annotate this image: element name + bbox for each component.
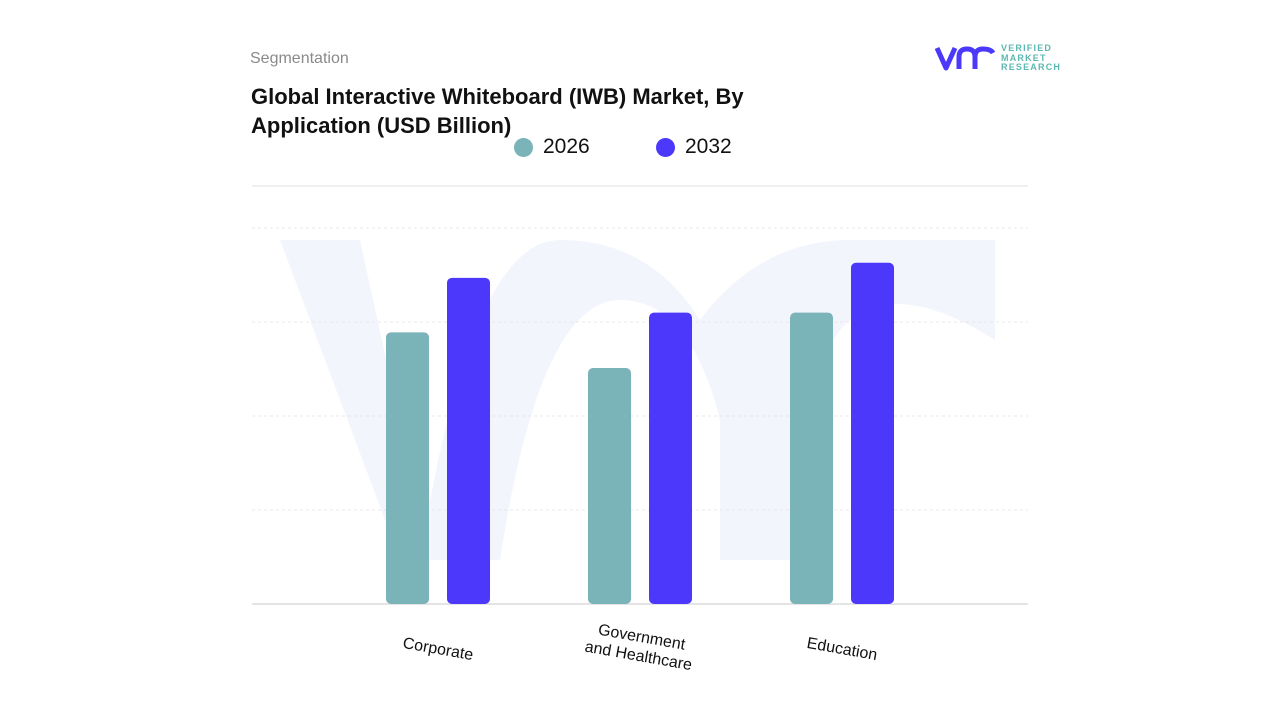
bar-2026-education xyxy=(790,312,833,604)
legend-item-2026: 2026 xyxy=(514,135,590,159)
vmr-logo: VERIFIED MARKET RESEARCH xyxy=(935,43,1062,73)
bar-2032-government-and-healthcare xyxy=(649,312,692,604)
chart-title: Global Interactive Whiteboard (IWB) Mark… xyxy=(251,84,744,138)
bar-2032-education xyxy=(851,262,894,604)
legend-item-2032: 2032 xyxy=(656,135,732,159)
segment-label: Segmentation xyxy=(250,50,349,67)
logo-line-3: RESEARCH xyxy=(1001,62,1062,72)
bar-2026-corporate xyxy=(386,332,429,604)
bar-2026-government-and-healthcare xyxy=(588,368,631,604)
vmr-logo-icon xyxy=(935,46,996,71)
logo-line-1: VERIFIED xyxy=(1001,43,1053,53)
legend-label: 2026 xyxy=(543,135,590,158)
logo-line-2: MARKET xyxy=(1001,52,1047,63)
legend-label: 2032 xyxy=(685,135,732,158)
legend-swatch-2032 xyxy=(656,137,675,157)
bar-2032-corporate xyxy=(447,277,490,604)
legend-swatch-2026 xyxy=(514,137,533,157)
